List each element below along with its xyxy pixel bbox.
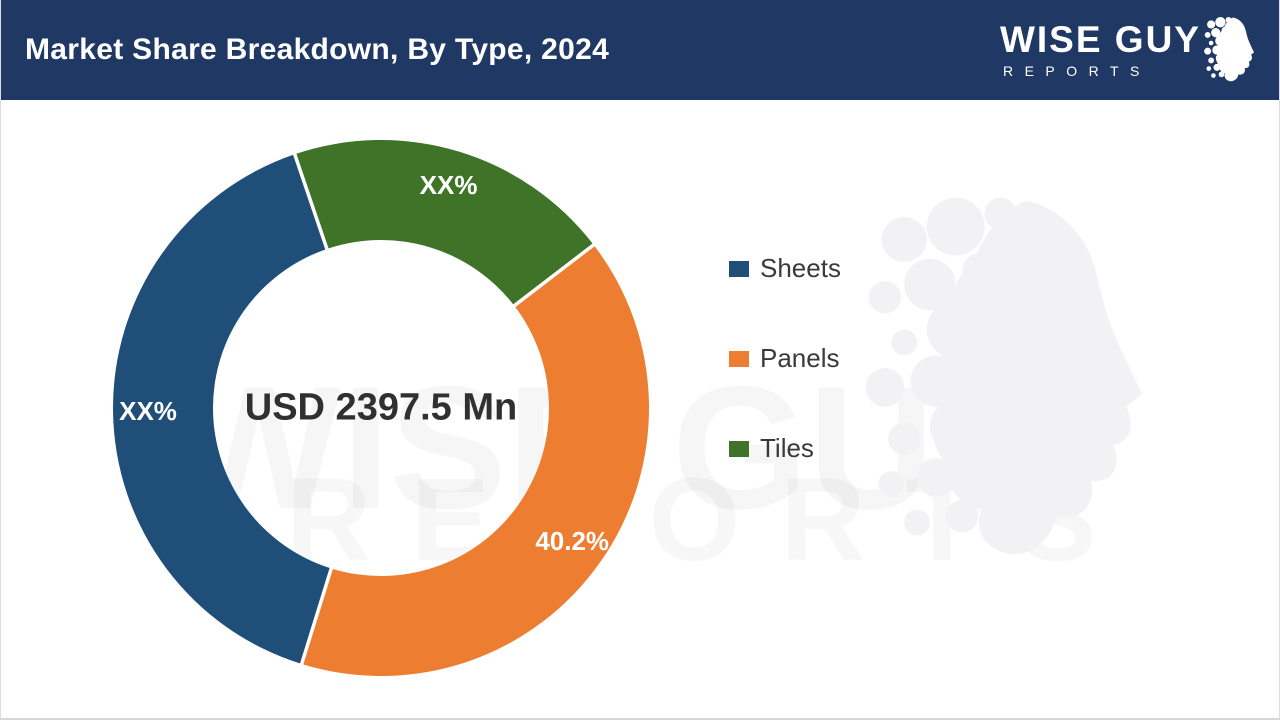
donut-chart: 40.2% XX% XX% bbox=[113, 140, 649, 676]
legend-label-sheets: Sheets bbox=[760, 253, 841, 283]
logo-text: WISE GUY REPORTS bbox=[1000, 21, 1201, 79]
segment-label-tiles: XX% bbox=[420, 170, 478, 200]
watermark-head-icon bbox=[865, 197, 1143, 555]
segment-panels bbox=[301, 244, 649, 676]
segment-tiles bbox=[294, 140, 594, 306]
center-value: USD 2397.5 Mn bbox=[244, 386, 518, 429]
legend: Sheets Panels Tiles bbox=[729, 252, 841, 465]
legend-item-tiles: Tiles bbox=[729, 432, 841, 465]
wise-guy-reports-logo: WISE GUY REPORTS bbox=[1000, 15, 1261, 85]
header-bar: Market Share Breakdown, By Type, 2024 WI… bbox=[1, 0, 1279, 100]
legend-swatch-tiles bbox=[729, 440, 749, 457]
legend-item-sheets: Sheets bbox=[729, 252, 841, 285]
logo-subtitle: REPORTS bbox=[1002, 63, 1151, 79]
legend-label-panels: Panels bbox=[760, 343, 840, 373]
segment-sheets bbox=[113, 154, 332, 664]
logo-head-icon bbox=[1204, 16, 1255, 82]
legend-swatch-panels bbox=[729, 350, 749, 367]
logo-wordmark: WISE GUY bbox=[999, 19, 1201, 60]
segment-label-sheets: XX% bbox=[119, 396, 177, 426]
chart-area: WISE GUY REPORTS 40.2%XX%XX% USD 2397.5 … bbox=[1, 100, 1280, 718]
segment-label-panels: 40.2% bbox=[535, 526, 609, 556]
legend-label-tiles: Tiles bbox=[760, 433, 814, 463]
page-title: Market Share Breakdown, By Type, 2024 bbox=[25, 33, 610, 66]
segment-divider bbox=[511, 242, 597, 309]
legend-swatch-sheets bbox=[729, 260, 749, 277]
segment-divider bbox=[299, 566, 334, 667]
segment-divider bbox=[292, 151, 330, 252]
legend-item-panels: Panels bbox=[729, 342, 841, 375]
